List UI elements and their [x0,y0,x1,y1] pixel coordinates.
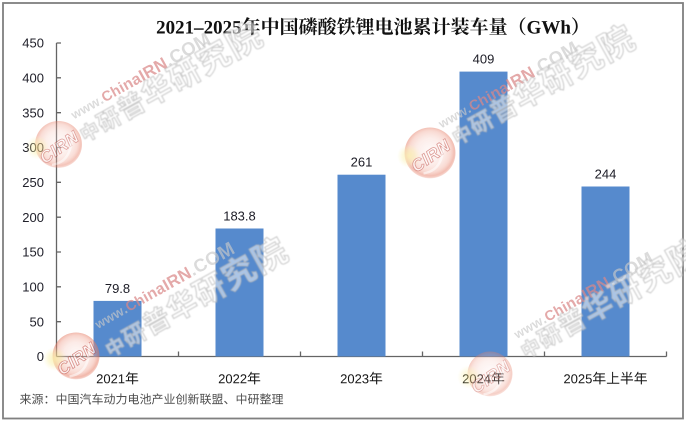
svg-text:450: 450 [22,36,44,51]
svg-text:50: 50 [30,314,44,329]
svg-text:300: 300 [22,140,44,155]
svg-text:200: 200 [22,210,44,225]
svg-text:409: 409 [473,52,495,67]
svg-text:261: 261 [351,155,373,170]
svg-text:244: 244 [595,167,617,182]
svg-text:400: 400 [22,70,44,85]
svg-text:250: 250 [22,175,44,190]
svg-text:183.8: 183.8 [223,209,256,224]
svg-text:150: 150 [22,245,44,260]
svg-text:350: 350 [22,105,44,120]
svg-text:0: 0 [37,349,44,364]
svg-text:79.8: 79.8 [105,281,130,296]
svg-text:100: 100 [22,279,44,294]
